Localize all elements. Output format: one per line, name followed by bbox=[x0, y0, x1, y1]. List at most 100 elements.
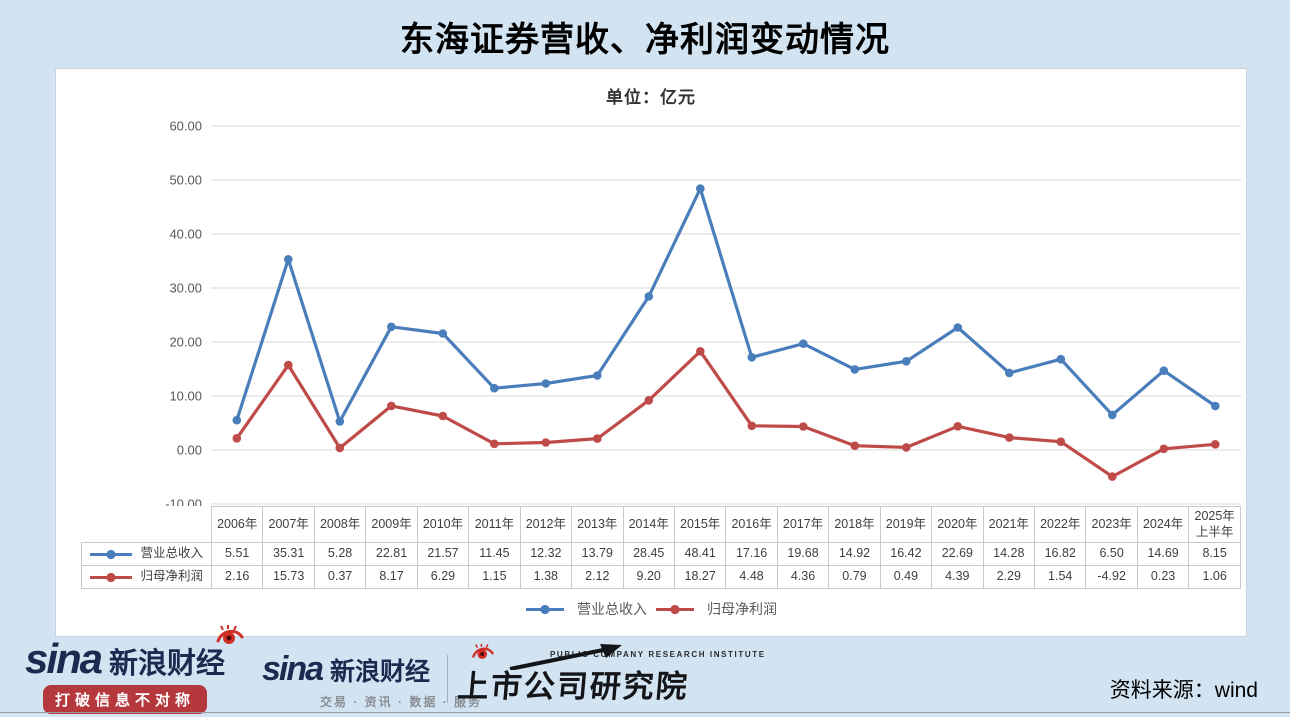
series-marker-icon bbox=[526, 604, 564, 614]
table-year-header: 2015年 bbox=[673, 506, 727, 543]
data-point bbox=[490, 439, 499, 449]
data-point bbox=[232, 415, 242, 425]
table-value-cell: 16.82 bbox=[1033, 542, 1087, 566]
table-value-cell: 5.28 bbox=[313, 542, 367, 566]
data-point bbox=[644, 292, 654, 301]
table-value-cell: 0.23 bbox=[1136, 565, 1190, 589]
table-value-cell: 28.45 bbox=[622, 542, 675, 566]
table-year-header: 2013年 bbox=[571, 506, 624, 543]
y-axis-tick-label: -10.00 bbox=[165, 497, 202, 507]
data-point bbox=[1159, 444, 1169, 454]
data-point bbox=[953, 422, 963, 431]
table-year-header: 2023年 bbox=[1085, 506, 1138, 543]
legend-label: 归母净利润 bbox=[707, 601, 777, 617]
chart-subtitle: 单位：亿元 bbox=[606, 88, 696, 107]
table-value-cell: 48.41 bbox=[673, 542, 727, 566]
data-source-label: 资料来源：wind bbox=[1109, 679, 1258, 702]
table-value-cell: 22.81 bbox=[365, 542, 418, 566]
data-point bbox=[593, 371, 602, 380]
y-axis-tick-label: 10.00 bbox=[169, 389, 202, 404]
data-point bbox=[387, 322, 396, 332]
data-point bbox=[1056, 437, 1066, 447]
data-point bbox=[438, 329, 448, 338]
data-point bbox=[902, 357, 911, 366]
table-year-header: 2024年 bbox=[1136, 506, 1190, 543]
data-point bbox=[953, 323, 963, 332]
table-value-cell: 19.68 bbox=[776, 542, 830, 566]
series-line-营业总收入 bbox=[235, 186, 1217, 424]
sina-slogan-badge: 打破信息不对称 bbox=[43, 685, 208, 714]
data-point bbox=[1159, 366, 1169, 376]
table-year-header: 2025年 上半年 bbox=[1188, 506, 1241, 543]
data-point bbox=[1211, 440, 1220, 449]
series-marker-icon bbox=[656, 604, 694, 614]
table-value-cell: 6.50 bbox=[1085, 542, 1138, 566]
table-value-cell: 4.39 bbox=[931, 565, 984, 589]
series-name: 归母净利润 bbox=[140, 569, 203, 584]
table-year-header: 2014年 bbox=[622, 506, 675, 543]
data-point bbox=[850, 365, 860, 374]
y-axis-tick-label: 60.00 bbox=[169, 119, 202, 134]
table-value-cell: 8.17 bbox=[365, 565, 418, 589]
table-value-cell: 2.29 bbox=[982, 565, 1036, 589]
table-value-cell: 17.16 bbox=[725, 542, 778, 566]
table-value-cell: 0.79 bbox=[828, 565, 881, 589]
table-value-cell: 1.38 bbox=[519, 565, 573, 589]
sina-wordmark: sina bbox=[262, 650, 324, 688]
table-year-header: 2008年 bbox=[313, 506, 367, 543]
table-year-header: 2020年 bbox=[931, 506, 984, 543]
data-point bbox=[1108, 472, 1117, 481]
data-point bbox=[284, 360, 293, 370]
table-value-cell: 12.32 bbox=[519, 542, 573, 566]
data-point bbox=[284, 255, 293, 264]
table-value-cell: -4.92 bbox=[1085, 565, 1138, 589]
sina-finance-logo-secondary: sina 新浪财经 交易 · 资讯 · 数据 · 服务 bbox=[262, 643, 494, 710]
sina-brand-text: 新浪财经 bbox=[109, 648, 226, 680]
table-value-cell: 2.16 bbox=[210, 565, 264, 589]
table-series-label-cell: 归母净利润 bbox=[81, 565, 212, 589]
data-point bbox=[1005, 433, 1014, 442]
table-value-cell: 16.42 bbox=[879, 542, 933, 566]
data-point bbox=[644, 396, 654, 405]
table-value-cell: 2.12 bbox=[571, 565, 624, 589]
sina-brand-text: 新浪财经 bbox=[330, 658, 431, 686]
data-point bbox=[696, 347, 705, 356]
y-axis-tick-label: 20.00 bbox=[169, 335, 202, 350]
table-value-cell: 14.92 bbox=[828, 542, 881, 566]
series-name: 营业总收入 bbox=[140, 546, 203, 561]
up-arrow-icon bbox=[496, 644, 626, 675]
sina-finance-logo-primary: sina 新浪财经 打破信息不对称 bbox=[25, 625, 244, 714]
table-value-cell: 9.20 bbox=[622, 565, 675, 589]
table-value-cell: 14.69 bbox=[1136, 542, 1190, 566]
legend-label: 营业总收入 bbox=[577, 601, 647, 617]
research-institute-logo: PUBLIC COMPANY RESEARCH INSTITUTE 上市公司研究… bbox=[456, 644, 766, 706]
data-point bbox=[490, 383, 499, 393]
table-year-header: 2016年 bbox=[725, 506, 778, 543]
table-value-cell: 1.15 bbox=[468, 565, 521, 589]
table-value-cell: 0.37 bbox=[313, 565, 367, 589]
table-year-header: 2006年 bbox=[210, 506, 264, 543]
table-value-cell: 21.57 bbox=[416, 542, 470, 566]
institute-name-chinese: 上市公司研究院 bbox=[456, 669, 691, 704]
footer-divider bbox=[447, 655, 448, 703]
y-axis-tick-label: 0.00 bbox=[177, 443, 202, 458]
bottom-divider bbox=[0, 712, 1290, 713]
data-point bbox=[541, 438, 551, 447]
value-table: 2006年 2007年 2008年 2009年 2010年 2011年 2012年 2013年… bbox=[81, 506, 1241, 589]
series-line-归母净利润 bbox=[235, 349, 1217, 479]
data-point bbox=[1005, 368, 1014, 378]
table-year-header: 2017年 bbox=[776, 506, 830, 543]
table-value-cell: 15.73 bbox=[262, 565, 315, 589]
legend-item: 营业总收入 bbox=[525, 599, 647, 619]
data-point bbox=[1056, 354, 1066, 364]
table-year-header: 2007年 bbox=[262, 506, 315, 543]
data-point bbox=[541, 379, 551, 388]
table-value-cell: 14.28 bbox=[982, 542, 1036, 566]
table-value-cell: 35.31 bbox=[262, 542, 315, 566]
sina-services-tagline: 交易 · 资讯 · 数据 · 服务 bbox=[320, 695, 482, 709]
y-axis-tick-label: 40.00 bbox=[169, 227, 202, 242]
table-year-header: 2011年 bbox=[468, 506, 521, 543]
data-point bbox=[747, 421, 757, 431]
chart-card: 单位：亿元 60.00 50.00 40.00 30.00 20.00 10.00 0.00… bbox=[55, 68, 1247, 637]
sina-eye-icon bbox=[215, 625, 245, 652]
